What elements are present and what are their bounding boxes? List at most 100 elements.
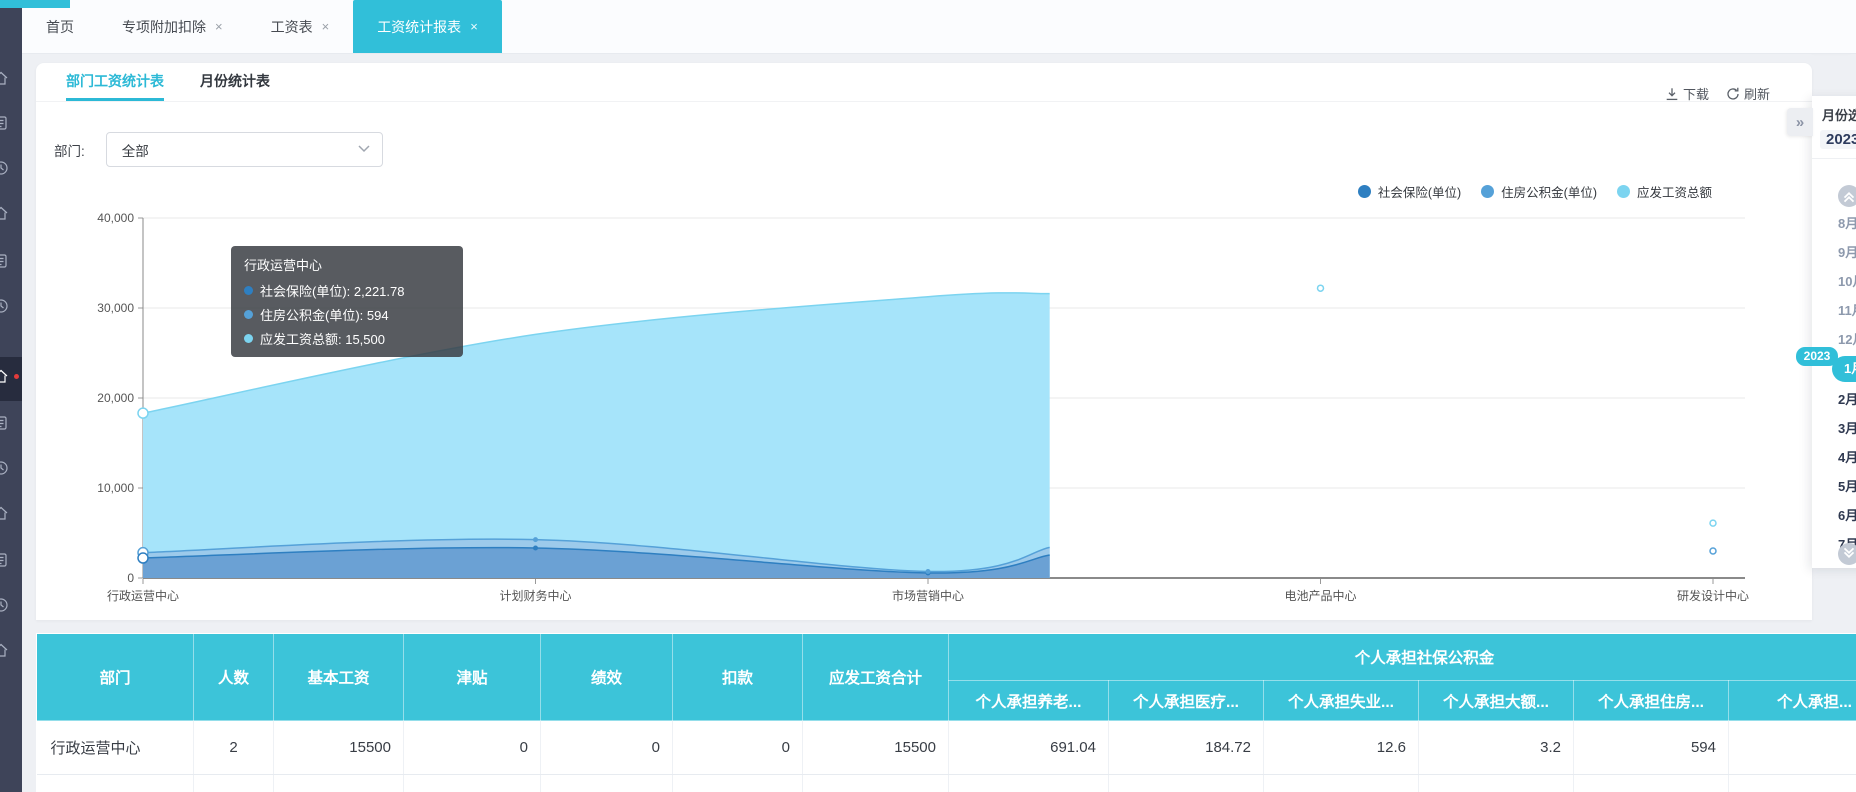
month-item-2[interactable]: 2月 — [1838, 392, 1856, 407]
tab-salary-sheet[interactable]: 工资表 × — [247, 0, 354, 53]
menu-icon-6[interactable] — [0, 298, 15, 320]
table-cell: 0 — [672, 774, 803, 792]
month-item-6[interactable]: 6月 — [1838, 508, 1856, 523]
legend-label: 住房公积金(单位) — [1501, 186, 1597, 200]
menu-icon-12[interactable] — [0, 597, 15, 619]
table-cell: 4.8 — [1418, 774, 1574, 792]
department-select[interactable]: 全部 — [105, 132, 383, 167]
month-item-4[interactable]: 4月 — [1838, 450, 1856, 465]
tab-home[interactable]: 首页 — [22, 0, 98, 53]
tab-close-icon[interactable]: × — [215, 19, 223, 34]
menu-icon-7[interactable] — [0, 368, 15, 390]
legend-item[interactable]: 应发工资总额 — [1616, 182, 1712, 201]
legend-dot-icon — [1481, 185, 1495, 198]
svg-text:市场营销中心: 市场营销中心 — [892, 588, 964, 603]
tooltip-rows: 社会保险(单位): 2,221.78 住房公积金(单位): 594 应发工资总额: … — [244, 281, 450, 348]
legend-label: 社会保险(单位) — [1377, 186, 1462, 200]
sidebar-item-active[interactable] — [0, 357, 22, 401]
month-item-3[interactable]: 3月 — [1838, 421, 1856, 436]
department-filter: 部门: 全部 — [54, 132, 383, 167]
menu-icon-2[interactable] — [0, 115, 15, 137]
download-icon — [1666, 87, 1678, 100]
svg-text:0: 0 — [127, 571, 134, 585]
legend-item[interactable]: 社会保险(单位) — [1357, 182, 1462, 201]
svg-text:研发设计中心: 研发设计中心 — [1677, 588, 1749, 603]
month-item-11[interactable]: 11月 — [1838, 303, 1856, 318]
col-header[interactable]: 基本工资 — [273, 633, 404, 721]
menu-icon-1[interactable] — [0, 70, 15, 92]
col-subheader[interactable]: 个人承担医疗... — [1108, 680, 1264, 721]
table-cell: 12.6 — [1263, 720, 1419, 775]
table-cell: 3 — [193, 774, 274, 792]
tab-salary-report[interactable]: 工资统计报表 × — [353, 0, 502, 53]
subtab-dept-salary-stats[interactable]: 部门工资统计表 — [66, 63, 164, 101]
month-panel: 月份选择 2023.01 8月9月10月11月12月1月2月3月4月5月6月7月… — [1796, 96, 1856, 568]
svg-text:20,000: 20,000 — [97, 391, 134, 405]
col-subheader[interactable]: 个人承担养老... — [948, 680, 1109, 721]
col-header[interactable]: 应发工资合计 — [802, 633, 949, 721]
salary-table: 部门 人数 基本工资 津贴 绩效 扣款 应发工资合计 个人承担社保公积金 个人承担养老... 个人… — [36, 633, 1856, 792]
tooltip-value: 住房公积金(单位): 594 — [260, 308, 389, 323]
menu-icon-9[interactable] — [0, 460, 15, 482]
table-cell: 15500 — [802, 720, 949, 775]
table-cell: 930 — [1573, 774, 1729, 792]
legend-dot-icon — [1357, 185, 1371, 198]
svg-text:40,000: 40,000 — [97, 211, 134, 225]
scroll-up-button[interactable] — [1838, 185, 1856, 207]
tab-special-deduction[interactable]: 专项附加扣除 × — [98, 0, 247, 53]
month-item-8[interactable]: 8月 — [1838, 216, 1856, 231]
subtab-month-stats[interactable]: 月份统计表 — [200, 73, 270, 89]
table-row[interactable]: 行政运营中心 2 15500 0 0 0 15500 691.04 184.72 12.6 3.2 5… — [36, 720, 1856, 775]
tab-close-icon[interactable]: × — [321, 19, 330, 34]
menu-icon-3[interactable] — [0, 160, 15, 182]
month-item-9[interactable]: 9月 — [1838, 245, 1856, 260]
legend-item[interactable]: 住房公积金(单位) — [1481, 182, 1597, 201]
svg-text:电池产品中心: 电池产品中心 — [1284, 588, 1356, 603]
department-select-value: 全部 — [121, 143, 149, 159]
month-item-selected[interactable]: 1月 — [1812, 356, 1856, 385]
tab-bar: 首页 专项附加扣除 × 工资表 × 工资统计报表 × — [22, 0, 1856, 54]
report-subtabs: 部门工资统计表 月份统计表 — [36, 63, 1812, 102]
col-header[interactable]: 扣款 — [672, 633, 803, 721]
download-button[interactable]: 下载 — [1665, 84, 1709, 103]
col-header[interactable]: 人数 — [193, 633, 274, 721]
left-sidebar — [0, 0, 22, 792]
tooltip-value: 社会保险(单位): 2,221.78 — [260, 284, 405, 299]
tooltip-row: 住房公积金(单位): 594 — [244, 305, 450, 324]
scroll-down-button[interactable] — [1838, 543, 1856, 565]
month-panel-collapse-handle[interactable]: » — [1787, 108, 1813, 136]
month-item-10[interactable]: 10月 — [1838, 274, 1856, 289]
tooltip-row: 应发工资总额: 15,500 — [244, 329, 450, 348]
menu-icon-13[interactable] — [0, 642, 15, 664]
selected-month-pill: 1月 — [1832, 356, 1856, 382]
col-header[interactable]: 津贴 — [403, 633, 541, 721]
col-subheader[interactable]: 个人承担... — [1727, 680, 1856, 721]
chart-tooltip: 行政运营中心 社会保险(单位): 2,221.78 住房公积金(单位): 594 应… — [231, 246, 463, 357]
menu-icon-5[interactable] — [0, 253, 15, 275]
menu-icon-8[interactable] — [0, 415, 15, 437]
tab-close-icon[interactable]: × — [470, 19, 478, 34]
legend-label: 应发工资总额 — [1636, 186, 1712, 200]
col-header[interactable]: 绩效 — [540, 633, 673, 721]
menu-icon-4[interactable] — [0, 205, 15, 227]
month-item-5[interactable]: 5月 — [1838, 479, 1856, 494]
menu-icon-11[interactable] — [0, 552, 15, 574]
menu-icon-10[interactable] — [0, 505, 15, 527]
month-list: 8月9月10月11月12月1月2月3月4月5月6月7月 — [1812, 209, 1856, 559]
tab-label: 工资表 — [270, 18, 313, 35]
month-item-12[interactable]: 12月 — [1838, 332, 1856, 347]
col-subheader[interactable]: 个人承担失业... — [1263, 680, 1419, 721]
tab-label: 专项附加扣除 — [122, 18, 206, 35]
table-cell: 计划财务中心 — [36, 774, 194, 792]
col-subheader[interactable]: 个人承担大额... — [1418, 680, 1574, 721]
tooltip-title: 行政运营中心 — [244, 258, 323, 273]
col-header[interactable]: 部门 — [36, 633, 194, 721]
month-panel-title: 月份选择 — [1822, 108, 1856, 123]
svg-text:计划财务中心: 计划财务中心 — [499, 588, 571, 603]
refresh-button[interactable]: 刷新 — [1726, 84, 1770, 103]
table-cell: 0 — [403, 774, 541, 792]
col-subheader[interactable]: 个人承担住房... — [1573, 680, 1729, 721]
table-row[interactable]: 计划财务中心322800000228001036.56277.0838.234.… — [36, 774, 1856, 792]
